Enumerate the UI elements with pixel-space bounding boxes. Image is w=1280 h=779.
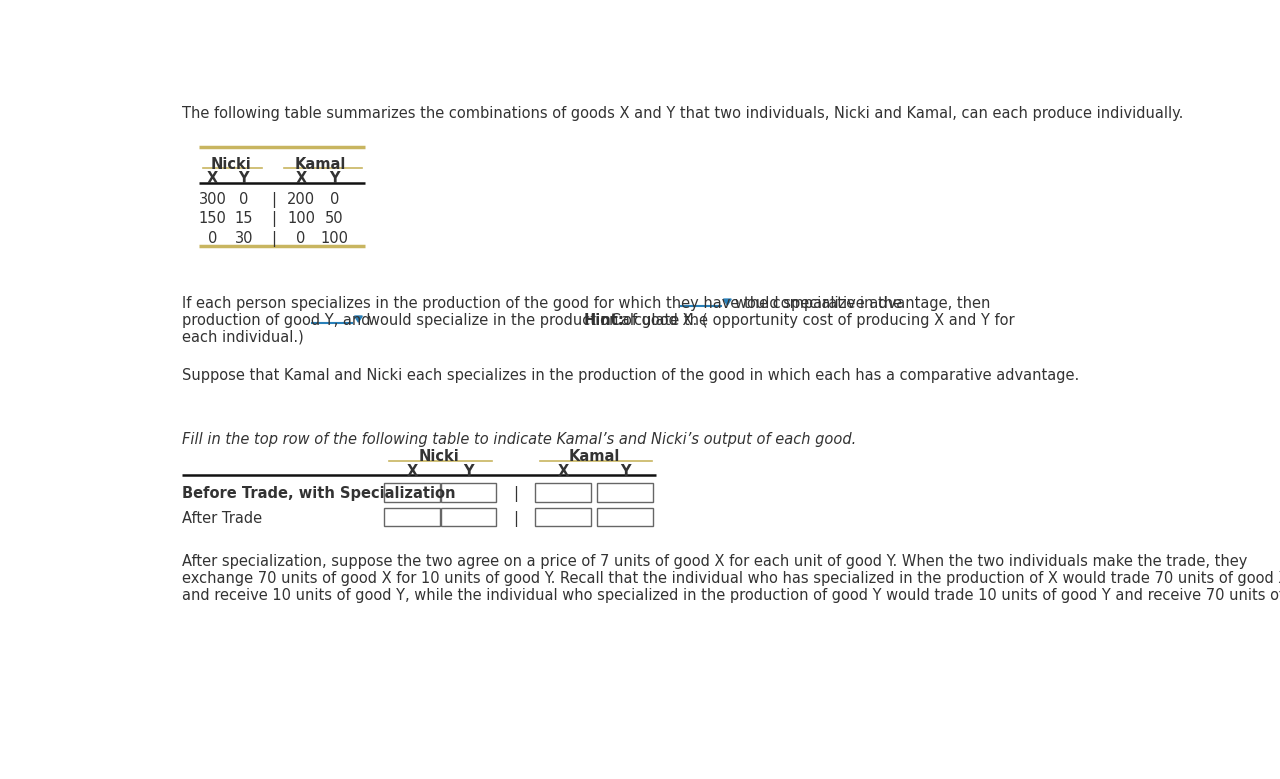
Text: production of good Y, and: production of good Y, and — [182, 313, 370, 328]
Text: Hint:: Hint: — [584, 313, 623, 328]
Text: Suppose that Kamal and Nicki each specializes in the production of the good in w: Suppose that Kamal and Nicki each specia… — [182, 368, 1079, 382]
Text: each individual.): each individual.) — [182, 330, 303, 345]
Polygon shape — [355, 316, 362, 323]
Bar — [596, 483, 653, 502]
Text: 50: 50 — [325, 211, 344, 226]
Text: If each person specializes in the production of the good for which they have the: If each person specializes in the produc… — [182, 296, 989, 311]
Text: The following table summarizes the combinations of goods X and Y that two indivi: The following table summarizes the combi… — [182, 106, 1183, 121]
Text: exchange 70 units of good X for 10 units of good Y. Recall that the individual w: exchange 70 units of good X for 10 units… — [182, 571, 1280, 586]
Text: 0: 0 — [239, 192, 248, 207]
Bar — [384, 508, 440, 527]
Text: 0: 0 — [297, 231, 306, 245]
Polygon shape — [723, 299, 731, 305]
Text: Y: Y — [463, 464, 474, 479]
Text: Before Trade, with Specialization: Before Trade, with Specialization — [182, 486, 456, 501]
Text: 150: 150 — [198, 211, 227, 226]
Bar — [440, 483, 497, 502]
Text: 0: 0 — [209, 231, 218, 245]
Text: 200: 200 — [287, 192, 315, 207]
Text: |: | — [513, 511, 518, 527]
Text: Nicki: Nicki — [419, 449, 460, 464]
Bar — [596, 508, 653, 527]
Text: 30: 30 — [234, 231, 253, 245]
Text: X: X — [557, 464, 568, 479]
Text: |: | — [271, 192, 276, 208]
Text: |: | — [271, 231, 276, 246]
Text: Y: Y — [238, 171, 248, 186]
Bar — [535, 483, 591, 502]
Text: 100: 100 — [287, 211, 315, 226]
Bar — [440, 508, 497, 527]
Text: Kamal: Kamal — [294, 157, 346, 171]
Text: Y: Y — [620, 464, 630, 479]
Text: Fill in the top row of the following table to indicate Kamal’s and Nicki’s outpu: Fill in the top row of the following tab… — [182, 432, 856, 447]
Text: 300: 300 — [198, 192, 227, 207]
Text: would specialize in the production of good X. (: would specialize in the production of go… — [367, 313, 708, 328]
Text: |: | — [513, 486, 518, 502]
Bar — [535, 508, 591, 527]
Bar — [384, 483, 440, 502]
Text: 0: 0 — [330, 192, 339, 207]
Text: 100: 100 — [320, 231, 348, 245]
Text: X: X — [406, 464, 417, 479]
Text: X: X — [296, 171, 307, 186]
Text: would specialize in the: would specialize in the — [735, 296, 902, 311]
Text: X: X — [207, 171, 219, 186]
Text: After Trade: After Trade — [182, 511, 262, 526]
Text: 15: 15 — [234, 211, 253, 226]
Text: Nicki: Nicki — [211, 157, 252, 171]
Text: and receive 10 units of good Y, while the individual who specialized in the prod: and receive 10 units of good Y, while th… — [182, 588, 1280, 603]
Text: Calculate the opportunity cost of producing X and Y for: Calculate the opportunity cost of produc… — [607, 313, 1015, 328]
Text: |: | — [271, 211, 276, 227]
Text: Y: Y — [329, 171, 339, 186]
Text: Kamal: Kamal — [568, 449, 620, 464]
Text: After specialization, suppose the two agree on a price of 7 units of good X for : After specialization, suppose the two ag… — [182, 554, 1247, 569]
